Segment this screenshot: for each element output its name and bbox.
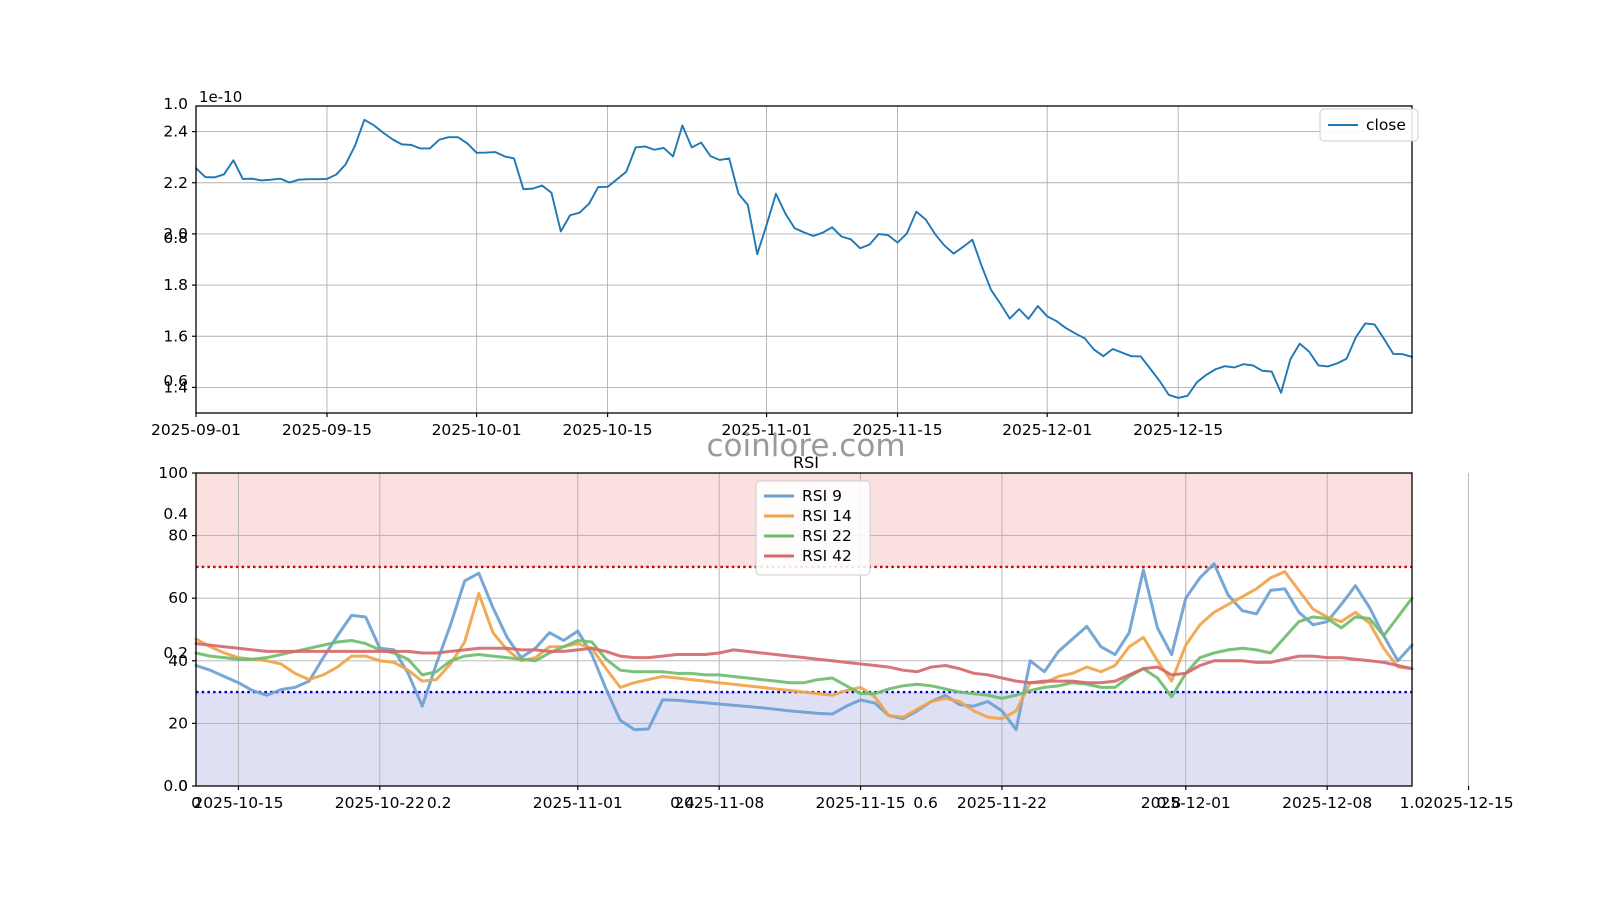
rsi-x-tick-label: 2025-11-15 <box>816 794 906 812</box>
rsi-title: RSI <box>793 453 819 472</box>
rsi-x-tick-labels: 2025-10-15 2025-10-22 2025-11-01 2025-11-08… <box>193 786 1514 812</box>
price-panel: 2.42.22.01.81.61.4 1.00.80.6 2025-09-01 2… <box>151 88 1419 439</box>
price-y-tick-labels: 2.4 2.2 2.0 1.8 1.6 1.4 <box>163 123 196 396</box>
rsi-x-tick-label: 2025-10-22 <box>335 794 425 812</box>
price-line-close <box>195 118 1413 399</box>
price-y-tick-label-secondary: 0.8 <box>163 229 188 247</box>
rsi-line-rsi-42 <box>194 642 1414 685</box>
rsi-y-tick-label-secondary: 0.2 <box>163 644 188 662</box>
rsi-legend-label: RSI 14 <box>802 507 852 525</box>
price-x-tick-label: 2025-10-15 <box>563 421 653 439</box>
rsi-y-tick-labels-secondary: 0.4 0.2 0.0 <box>163 505 188 795</box>
rsi-legend-label: RSI 42 <box>802 547 852 565</box>
rsi-legend-box[interactable] <box>755 480 871 576</box>
price-y-tick-label: 2.4 <box>163 123 188 141</box>
rsi-x-tick-label: 2025-11-22 <box>957 794 1047 812</box>
price-x-tick-labels: 2025-09-01 2025-09-15 2025-10-01 2025-10-15… <box>151 413 1223 439</box>
price-x-tick-label: 2025-11-15 <box>852 421 942 439</box>
price-legend-box[interactable] <box>1319 108 1419 142</box>
rsi-x-tick-label: 2025-10-15 <box>193 794 283 812</box>
rsi-series-group <box>194 562 1414 732</box>
rsi-x-tick-label-secondary: 1.0 <box>1400 794 1425 812</box>
price-series-group <box>195 118 1413 399</box>
rsi-y-tick-label-secondary: 0.4 <box>163 505 188 523</box>
price-x-tick-label: 2025-12-15 <box>1133 421 1223 439</box>
rsi-line-rsi-22 <box>194 596 1414 700</box>
rsi-x-tick-label-secondary: 0.6 <box>913 794 938 812</box>
rsi-y-tick-label: 0 <box>178 777 188 795</box>
price-y-tick-label-secondary: 1.0 <box>163 95 188 113</box>
price-x-tick-label: 2025-09-15 <box>282 421 372 439</box>
rsi-x-tick-label-secondary: 0 <box>191 794 201 812</box>
rsi-line-rsi-14 <box>194 570 1414 721</box>
rsi-x-tick-label: 2025-11-01 <box>533 794 623 812</box>
price-legend-label: close <box>1366 116 1406 134</box>
rsi-y-tick-label: 60 <box>168 589 188 607</box>
price-y-tick-label: 2.0 <box>163 225 188 243</box>
price-x-tick-label: 2025-10-01 <box>432 421 522 439</box>
price-y-tick-label: 2.2 <box>163 174 188 192</box>
rsi-x-tick-label: 2025-12-15 <box>1424 794 1514 812</box>
price-x-tick-label: 2025-09-01 <box>151 421 241 439</box>
rsi-x-tick-label: 2025-12-01 <box>1141 794 1231 812</box>
price-y-tick-labels-secondary: 1.0 0.8 0.6 <box>163 95 188 390</box>
watermark-coinlore: coinlore.com <box>706 428 905 464</box>
price-x-tick-label: 2025-12-01 <box>1002 421 1092 439</box>
rsi-line-rsi-9 <box>194 562 1414 732</box>
price-y-tick-label: 1.8 <box>163 276 188 294</box>
rsi-legend-label: RSI 9 <box>802 487 842 505</box>
rsi-x-tick-labels-secondary: 0 0.2 0.4 0.6 0.8 1.0 <box>191 794 1424 812</box>
price-plot-background <box>196 106 1412 413</box>
rsi-legend-label: RSI 22 <box>802 527 852 545</box>
rsi-x-tick-label: 2025-11-08 <box>674 794 764 812</box>
price-y-offset-label: 1e-10 <box>199 88 242 106</box>
price-y-tick-label: 1.4 <box>163 378 188 396</box>
rsi-y-tick-label: 20 <box>168 714 188 732</box>
rsi-x-tick-label-secondary: 0.2 <box>427 794 452 812</box>
rsi-x-tick-label-secondary: 0.4 <box>670 794 695 812</box>
rsi-axes-frame <box>195 472 1413 787</box>
rsi-y-tick-label: 100 <box>158 464 188 482</box>
rsi-x-tick-label: 2025-12-08 <box>1282 794 1372 812</box>
price-y-tick-label-secondary: 0.6 <box>163 372 188 390</box>
rsi-x-tick-label-secondary: 0.8 <box>1156 794 1181 812</box>
price-legend[interactable]: close <box>1319 108 1419 142</box>
rsi-legend[interactable]: RSI 9 RSI 14 RSI 22 RSI 42 <box>755 480 871 576</box>
rsi-band-oversold <box>196 692 1412 786</box>
rsi-y-tick-labels: 100 80 60 40 20 0 <box>158 464 196 795</box>
price-gridlines <box>195 106 1412 413</box>
price-y-tick-label: 1.6 <box>163 327 188 345</box>
price-x-tick-label: 2025-11-01 <box>722 421 812 439</box>
rsi-y-tick-label: 40 <box>168 652 188 670</box>
rsi-y-tick-label-secondary: 0.0 <box>163 777 188 795</box>
rsi-y-tick-label: 80 <box>168 527 188 545</box>
price-axes-frame <box>195 105 1413 414</box>
